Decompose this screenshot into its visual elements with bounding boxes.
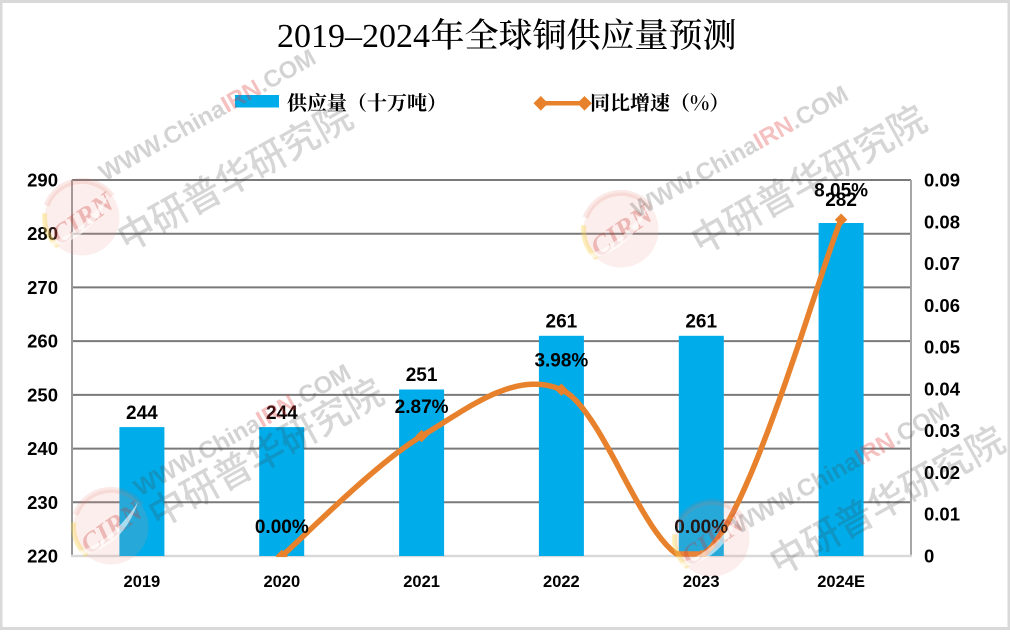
svg-text:3.98%: 3.98% [534,351,588,372]
svg-text:0.08: 0.08 [924,211,960,232]
svg-text:0.04: 0.04 [924,378,961,399]
svg-text:290: 290 [27,170,58,191]
svg-text:251: 251 [406,365,438,386]
svg-text:230: 230 [27,492,58,513]
svg-text:0.05: 0.05 [924,337,960,358]
svg-text:0.03: 0.03 [924,420,960,441]
svg-text:0.02: 0.02 [924,462,960,483]
svg-text:260: 260 [27,331,58,352]
svg-text:282: 282 [825,190,857,211]
svg-text:250: 250 [27,384,58,405]
svg-text:261: 261 [685,312,717,333]
svg-text:0.06: 0.06 [924,295,960,316]
svg-text:261: 261 [546,312,578,333]
svg-text:240: 240 [27,438,58,459]
svg-text:280: 280 [27,223,58,244]
svg-text:0.00%: 0.00% [255,517,309,538]
svg-text:2022: 2022 [543,573,580,591]
svg-text:8.05%: 8.05% [814,181,868,202]
svg-text:2021: 2021 [403,573,440,591]
svg-text:0: 0 [924,546,934,567]
svg-text:220: 220 [27,546,58,567]
svg-text:0.00%: 0.00% [674,517,728,538]
svg-text:2019: 2019 [124,573,161,591]
svg-text:244: 244 [126,403,158,424]
svg-text:0.09: 0.09 [924,170,960,191]
svg-text:270: 270 [27,277,58,298]
svg-text:2.87%: 2.87% [395,397,449,418]
svg-text:0.07: 0.07 [924,253,960,274]
svg-text:2019–2024: 2019–2024 [277,18,430,55]
svg-text:2020: 2020 [263,573,300,591]
svg-text:2024E: 2024E [817,573,865,591]
svg-text:244: 244 [266,403,298,424]
svg-text:2023: 2023 [683,573,720,591]
svg-text:0.01: 0.01 [924,504,960,525]
